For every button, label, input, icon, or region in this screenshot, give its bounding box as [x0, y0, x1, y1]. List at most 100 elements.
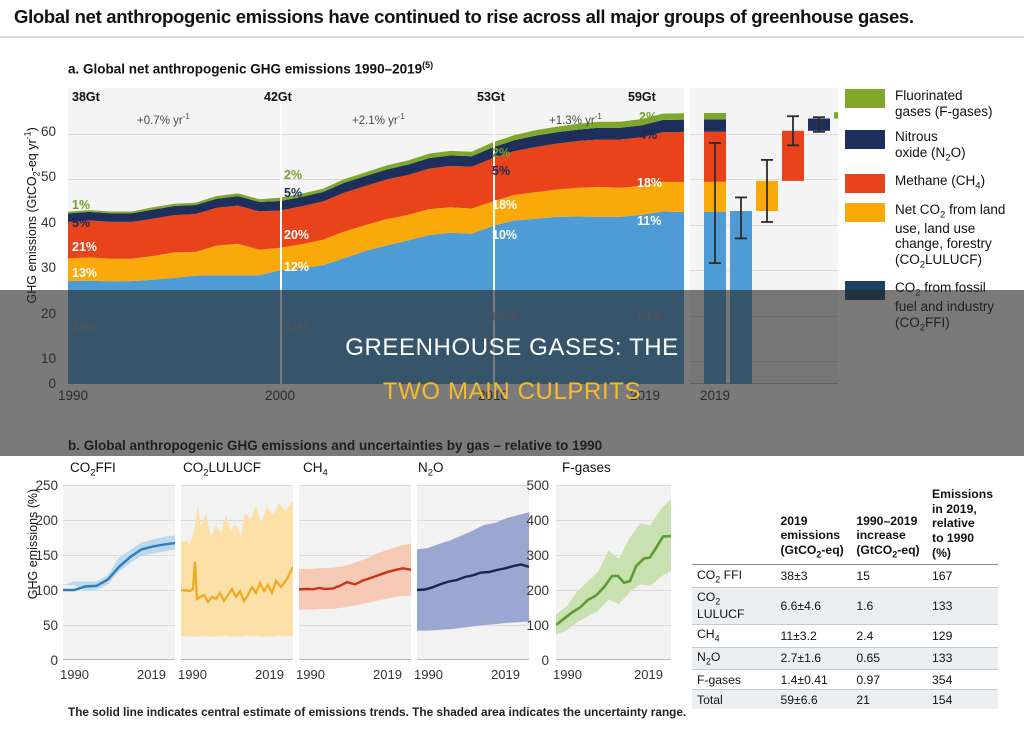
table-cell-relative: 129: [927, 623, 998, 648]
legend-label-3: Net CO2 from land use, land use change, fo…: [895, 201, 1006, 272]
sparkline-ch4-xtick-start: 1990: [296, 667, 325, 682]
table-cell-relative: 133: [927, 646, 998, 670]
table-cell-gas: Total: [692, 689, 776, 710]
legend-item-3[interactable]: Net CO2 from land use, land use change, fo…: [845, 202, 1024, 272]
panel-b-data-table: 2019 emissions (GtCO2-eq) 1990–2019 increas…: [692, 485, 998, 710]
table-cell-increase: 15: [851, 564, 928, 588]
sparkline-fgases-ytick-500: 500: [526, 478, 549, 493]
table-cell-gas: CH4: [692, 623, 776, 648]
sparkline-co2ffi-xtick-start: 1990: [60, 667, 89, 682]
table-cell-gas: F-gases: [692, 669, 776, 690]
lulucf-swatch: [845, 202, 885, 222]
sparkline-title-ch4: CH4: [303, 460, 328, 479]
panel-b-ytick-50: 50: [42, 618, 58, 633]
table-cell-relative: 167: [927, 564, 998, 588]
panel-a-pct-2000-lulucf: 12%: [284, 260, 310, 274]
panel-a-ytick-50: 50: [40, 169, 56, 184]
panel-a-pct-1990-fgases: 1%: [72, 198, 91, 212]
n2o-swatch: [845, 129, 885, 149]
table-cell-increase: 0.97: [851, 669, 928, 690]
panel-a-pct-2000-n2o: 5%: [284, 186, 303, 200]
table-row: Total 59±6.6 21 154: [692, 689, 998, 710]
sparkline-n2o-xtick-end: 2019: [491, 667, 520, 682]
panel-a-title-footnote: (5): [422, 60, 434, 70]
table-row: CO2 FFI 38±3 15 167: [692, 564, 998, 588]
overlay-headline-line2: TWO MAIN CULPRITS: [382, 378, 642, 405]
panel-b: GHG emissions (%) 250 200 150 100 50 0 C…: [0, 455, 1024, 710]
table-row: N2O 2.7±1.6 0.65 133: [692, 646, 998, 670]
sparkline-ch4: [299, 485, 411, 660]
sparkline-fgases-ytick-0: 0: [541, 653, 549, 668]
sparkline-co2ffi-xtick-end: 2019: [137, 667, 166, 682]
page-headline: Global net anthropogenic emissions have …: [14, 6, 914, 27]
table-header-relative: Emissions in 2019, relative to 1990 (%): [927, 485, 998, 566]
sparkline-title-co2ffi: CO2FFI: [70, 460, 116, 479]
legend-item-0[interactable]: Fluorinated gases (F-gases): [845, 88, 1024, 120]
panel-a-pct-2000-fgases: 2%: [284, 168, 303, 182]
panel-a-pct-2019-n2o: 4%: [639, 128, 658, 142]
overlay-headline-line1: GREENHOUSE GASES: THE: [345, 334, 679, 361]
panel-b-ytick-200: 200: [35, 513, 58, 528]
sparkline-ch4-xtick-end: 2019: [373, 667, 402, 682]
table-cell-2019-emissions: 38±3: [775, 564, 852, 588]
panel-a-pct-1990-lulucf: 13%: [72, 266, 98, 280]
header-divider: [0, 36, 1024, 38]
sparkline-fgases-ytick-300: 300: [526, 548, 549, 563]
panel-a-pct-2010-lulucf: 10%: [492, 228, 518, 242]
table-cell-increase: 21: [851, 689, 928, 710]
sparkline-fgases-xtick-start: 1990: [553, 667, 582, 682]
text-overlay-scrim: [0, 290, 1024, 456]
panel-a-total-2000: 42Gt: [264, 90, 292, 104]
sparkline-n2o-xtick-start: 1990: [414, 667, 443, 682]
sparkline-co2ffi: [63, 485, 175, 660]
panel-a-pct-2010-fgases: 2%: [492, 146, 511, 160]
table-cell-gas: N2O: [692, 646, 776, 670]
table-cell-increase: 1.6: [851, 586, 928, 625]
panel-a-pct-2000-ch4: 20%: [284, 228, 310, 242]
sparkline-fgases-ytick-400: 400: [526, 513, 549, 528]
sparkline-title-fgases: F-gases: [562, 460, 611, 475]
sparkline-fgases-xtick-end: 2019: [634, 667, 663, 682]
table-header-gas: [692, 485, 776, 566]
panel-a-ytick-30: 30: [40, 260, 56, 275]
legend-label-1: Nitrous oxide (N2O): [895, 128, 966, 164]
legend-label-2: Methane (CH4): [895, 172, 986, 192]
sparkline-fgases: [556, 485, 671, 660]
panel-a-total-1990: 38Gt: [72, 90, 100, 104]
panel-b-caption: The solid line indicates central estimat…: [68, 705, 687, 719]
fgases-swatch: [845, 89, 885, 108]
table-cell-2019-emissions: 1.4±0.41: [775, 669, 852, 690]
table-row: CH4 11±3.2 2.4 129: [692, 623, 998, 648]
table-cell-gas: CO2 LULUCF: [692, 586, 776, 625]
sparkline-fgases-ytick-100: 100: [526, 618, 549, 633]
sparkline-title-n2o: N2O: [418, 460, 444, 479]
legend-item-2[interactable]: Methane (CH4): [845, 173, 1024, 193]
legend-label-0: Fluorinated gases (F-gases): [895, 88, 993, 119]
table-cell-gas: CO2 FFI: [692, 564, 776, 588]
table-row: CO2 LULUCF 6.6±4.6 1.6 133: [692, 586, 998, 625]
panel-a-pct-2010-n2o: 5%: [492, 164, 511, 178]
table-cell-relative: 354: [927, 669, 998, 690]
panel-a-pct-2019-lulucf: 11%: [637, 214, 662, 228]
sparkline-co2lulucf-xtick-start: 1990: [178, 667, 207, 682]
table-cell-2019-emissions: 2.7±1.6: [775, 646, 852, 670]
panel-a-divider-2010: [493, 88, 495, 384]
table-cell-2019-emissions: 59±6.6: [775, 689, 852, 710]
sparkline-n2o: [417, 485, 529, 660]
panel-a-pct-2019-ch4: 18%: [637, 176, 663, 190]
sparkline-co2lulucf: [181, 485, 293, 660]
table-cell-increase: 0.65: [851, 646, 928, 670]
panel-a-title: a. Global net anthropogenic GHG emission…: [68, 60, 433, 77]
table-cell-2019-emissions: 11±3.2: [775, 623, 852, 648]
panel-a-ytick-60: 60: [40, 124, 56, 139]
panel-a-total-2019: 59Gt: [628, 90, 656, 104]
sparkline-fgases-ytick-200: 200: [526, 583, 549, 598]
table-row: F-gases 1.4±0.41 0.97 354: [692, 669, 998, 690]
panel-a-pct-2019-fgases: 2%: [639, 110, 658, 124]
legend-item-1[interactable]: Nitrous oxide (N2O): [845, 129, 1024, 164]
table-header-increase: 1990–2019 increase (GtCO2-eq): [851, 485, 928, 566]
panel-a-title-text: a. Global net anthropogenic GHG emission…: [68, 61, 423, 77]
panel-b-ytick-100: 100: [35, 583, 58, 598]
panel-b-ytick-0: 0: [50, 653, 58, 668]
panel-a-rate-1990-2000: +0.7% yr-1: [137, 112, 190, 127]
